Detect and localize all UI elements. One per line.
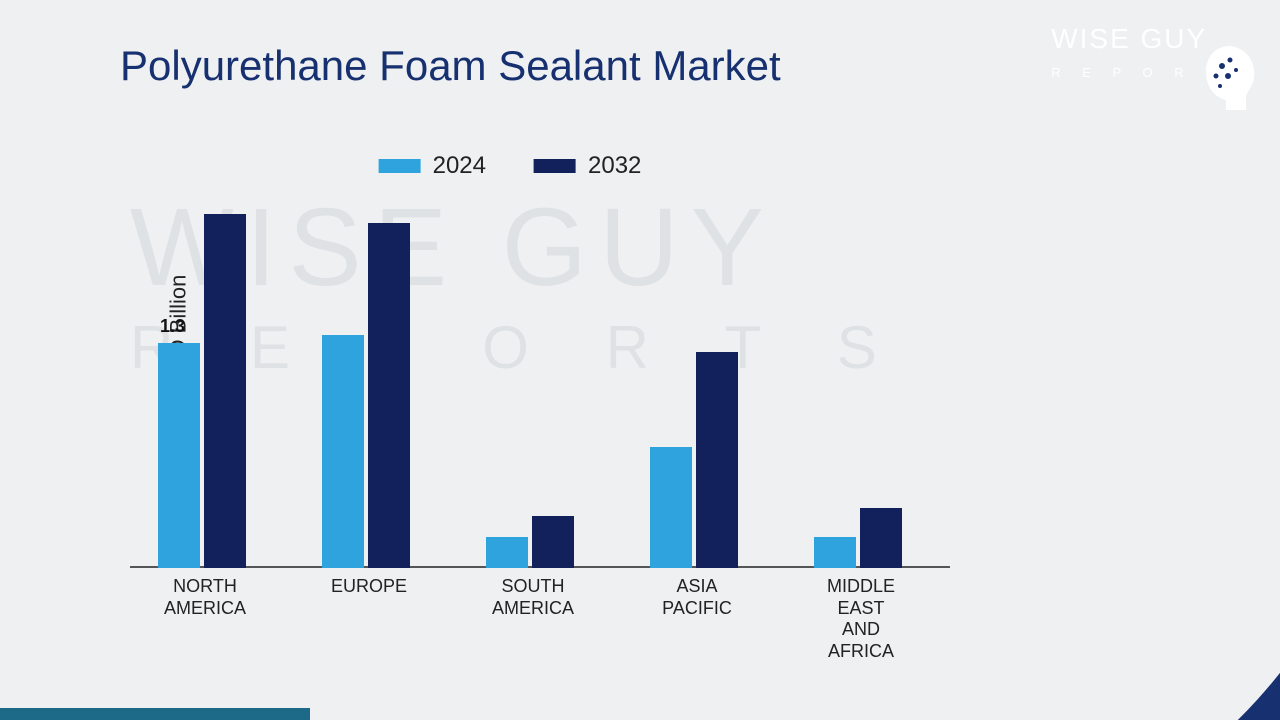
category-label: NORTHAMERICA (135, 576, 275, 619)
bar-2024 (322, 335, 364, 568)
bar-2032 (204, 214, 246, 568)
category-label: ASIAPACIFIC (627, 576, 767, 619)
legend-swatch-2024 (379, 159, 421, 173)
bar-2024 (158, 343, 200, 568)
legend-label-2024: 2024 (433, 152, 486, 180)
value-label: 1.3 (160, 316, 185, 337)
category-label: SOUTHAMERICA (463, 576, 603, 619)
head-icon (1200, 44, 1258, 114)
bar-2032 (696, 352, 738, 568)
legend: 2024 2032 (379, 152, 642, 180)
chart-area: Market Size in USD Billion 2024 2032 1.3… (60, 158, 960, 648)
logo-line1: WISE GUY (1051, 23, 1207, 54)
category-label: EUROPE (299, 576, 439, 598)
legend-item-2032: 2032 (534, 152, 641, 180)
bar-2032 (532, 516, 574, 568)
category-label: MIDDLEEASTANDAFRICA (791, 576, 931, 662)
brand-logo: WISE GUY R E P O R T S (1051, 24, 1252, 83)
bar-2024 (486, 537, 528, 568)
legend-swatch-2032 (534, 159, 576, 173)
bottom-accent-bar (0, 708, 310, 720)
chart-canvas: WISE GUY R E P O R T S Polyurethane Foam… (0, 0, 1280, 720)
bar-2024 (650, 447, 692, 568)
legend-item-2024: 2024 (379, 152, 486, 180)
bar-2032 (860, 508, 902, 568)
bar-2032 (368, 223, 410, 568)
plot-region: 1.3 (130, 188, 950, 568)
legend-label-2032: 2032 (588, 152, 641, 180)
bar-2024 (814, 537, 856, 568)
chart-title: Polyurethane Foam Sealant Market (120, 42, 781, 90)
